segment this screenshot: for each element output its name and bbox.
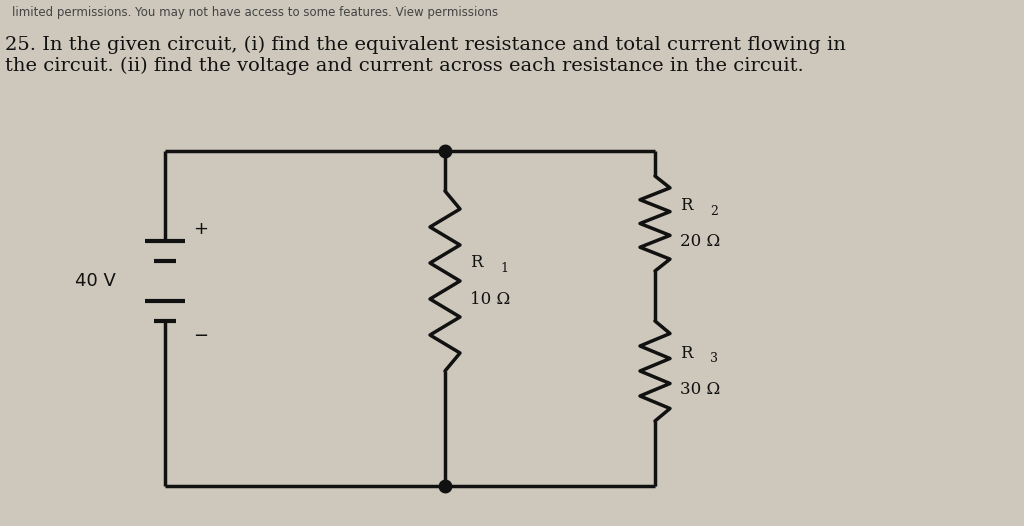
Text: 1: 1 — [500, 262, 508, 276]
Text: 2: 2 — [710, 205, 718, 218]
Text: R: R — [680, 197, 692, 214]
Text: R: R — [680, 345, 692, 361]
Text: −: − — [193, 327, 208, 345]
Text: 3: 3 — [710, 352, 718, 366]
Text: 30 Ω: 30 Ω — [680, 380, 720, 398]
Text: 25. In the given circuit, (i) find the equivalent resistance and total current f: 25. In the given circuit, (i) find the e… — [5, 36, 846, 75]
Text: R: R — [470, 255, 482, 271]
Text: 10 Ω: 10 Ω — [470, 290, 510, 308]
Text: 40 V: 40 V — [75, 272, 116, 290]
Text: limited permissions. You may not have access to some features. View permissions: limited permissions. You may not have ac… — [12, 6, 498, 19]
Text: 20 Ω: 20 Ω — [680, 233, 720, 250]
Text: +: + — [193, 220, 208, 238]
